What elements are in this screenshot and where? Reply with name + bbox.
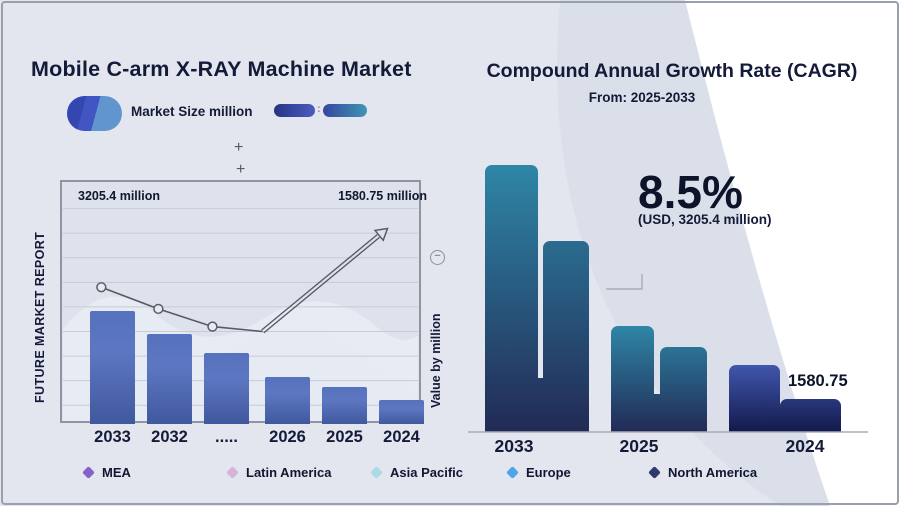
legend-item-europe: Europe [506, 465, 571, 480]
year-label-2033: 2033 [94, 428, 131, 446]
market-size-bar-2032 [147, 334, 192, 424]
market-size-bars [62, 182, 424, 424]
legend-item-latin-america: Latin America [226, 465, 332, 480]
ratio-pill-right-icon [323, 104, 367, 117]
legend-label: Asia Pacific [390, 465, 463, 480]
ratio-colon: : [317, 103, 321, 115]
year-label-2032: 2032 [151, 428, 188, 446]
ratio-pill-left-icon [274, 104, 315, 117]
market-cylinder-icon [67, 96, 122, 131]
cagr-period-subtitle: From: 2025-2033 [588, 90, 696, 105]
page-title: Mobile C-arm X-RAY Machine Market [31, 57, 412, 81]
legend-item-north-america: North America [648, 465, 758, 480]
cagr-usd-note: (USD, 3205.4 million) [638, 212, 772, 227]
cagr-year-label-2025: 2025 [619, 436, 659, 456]
cagr-year-label-2033: 2033 [494, 436, 534, 456]
legend-item-mea: MEA [82, 465, 131, 480]
legend-label: Europe [526, 465, 571, 480]
year-label-2025: 2025 [326, 428, 363, 446]
future-market-report-label: FUTURE MARKET REPORT [33, 231, 47, 403]
market-size-bar-..... [204, 353, 249, 424]
legend-label: MEA [102, 465, 131, 480]
market-size-bar-2033 [90, 311, 135, 424]
year-label-2024: 2024 [383, 428, 420, 446]
year-label-2026: 2026 [269, 428, 306, 446]
market-size-chart-panel: 3205.4 million 1580.75 million 2033 2032.… [60, 180, 427, 446]
legend-label: Latin America [246, 465, 332, 480]
year-label-.....: ..... [215, 428, 238, 446]
plus-icon: + [236, 161, 246, 178]
max-value-label: 3205.4 million [78, 189, 160, 203]
minus-circle-icon: − [430, 250, 445, 265]
year-axis-labels: 2033 2032..... 2026 2025 2024 [62, 428, 420, 452]
cagr-percentage: 8.5% [638, 166, 743, 218]
market-size-legend-label: Market Size million [131, 104, 253, 119]
cagr-title: Compound Annual Growth Rate (CAGR) [486, 60, 858, 82]
market-size-bar-2024 [379, 400, 424, 424]
cagr-year-label-2024: 2024 [785, 436, 825, 456]
value-callout-2024: 1580.75 [788, 372, 848, 390]
plus-icon: + [234, 139, 244, 156]
legend-item-asia-pacific: Asia Pacific [370, 465, 463, 480]
legend-label: North America [668, 465, 758, 480]
value-by-million-axis-label: Value by million [429, 313, 443, 409]
market-size-bar-2025 [322, 387, 367, 424]
market-size-bar-2026 [265, 377, 310, 424]
min-value-label: 1580.75 million [338, 189, 427, 203]
